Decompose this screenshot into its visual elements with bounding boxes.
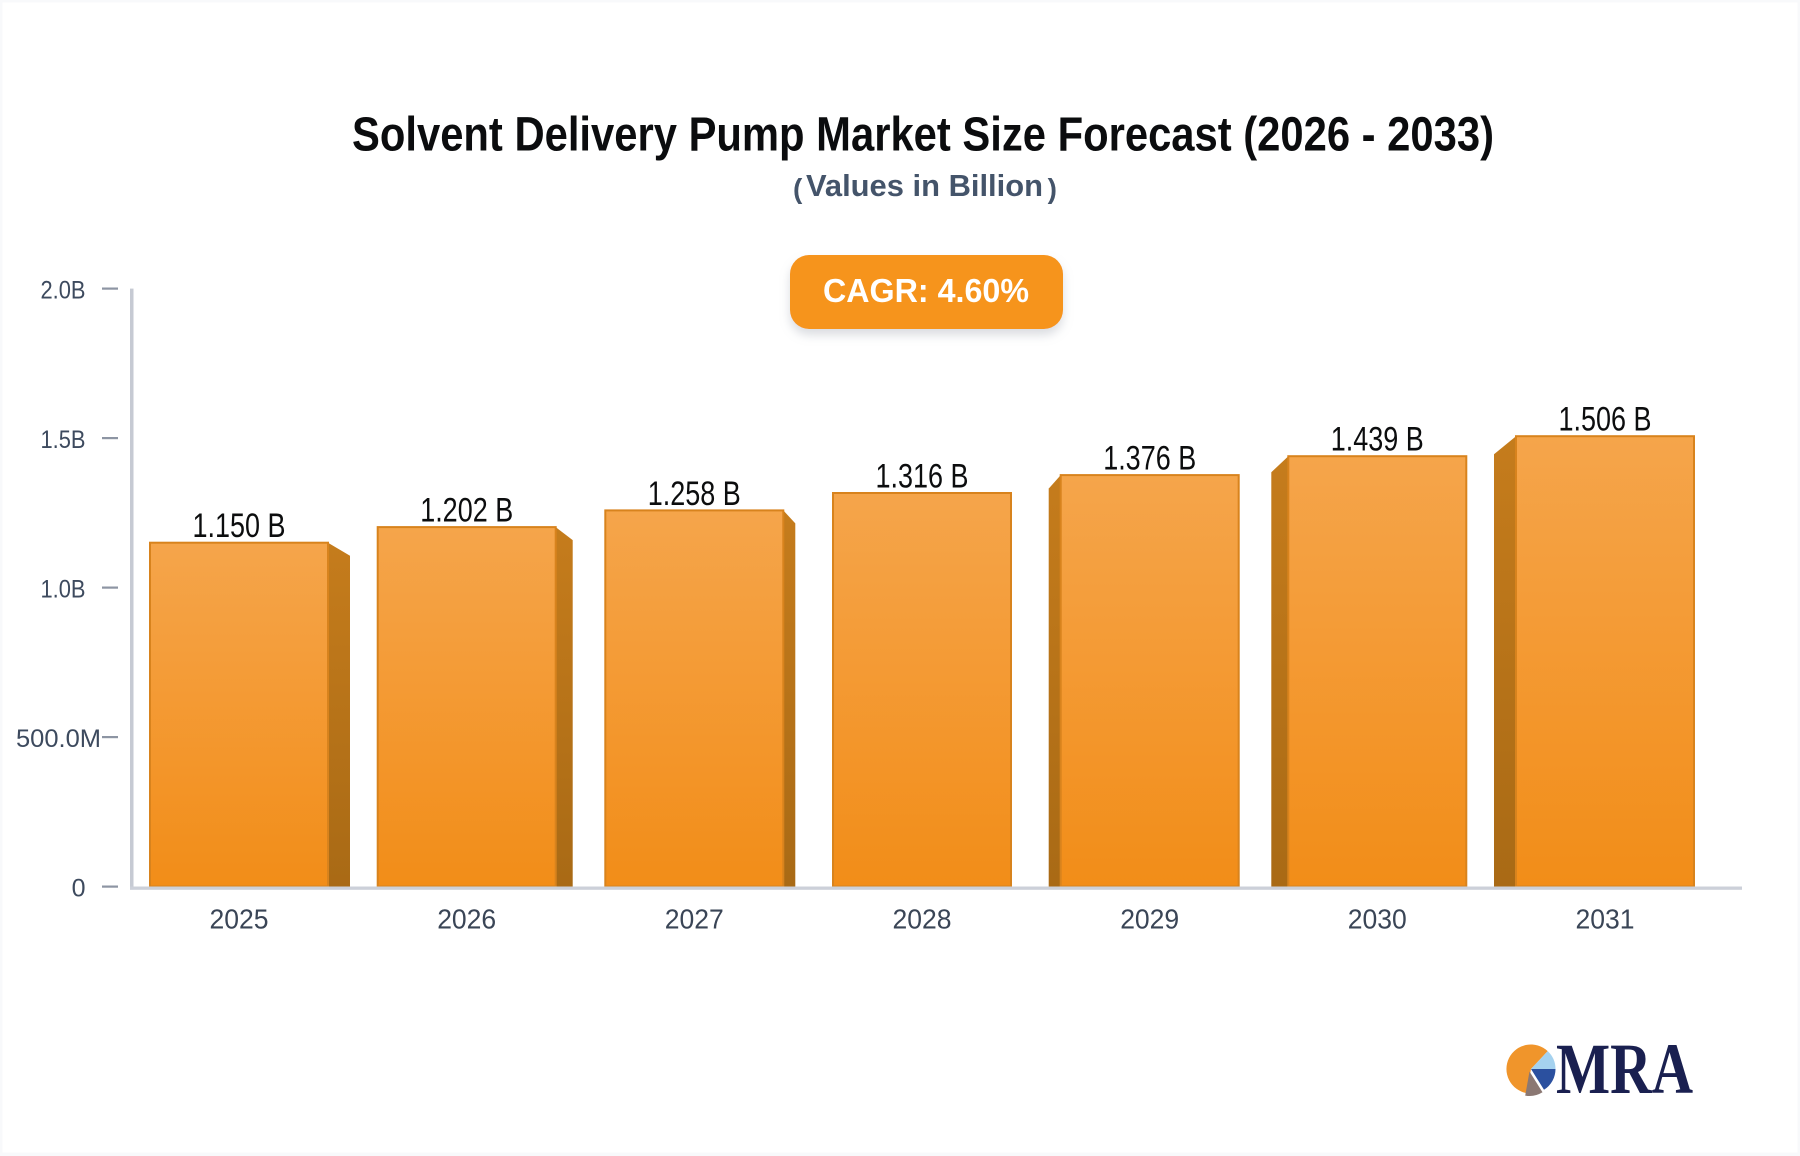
svg-text:1.5B: 1.5B	[41, 426, 86, 454]
svg-text:500.0M: 500.0M	[16, 725, 101, 753]
svg-text:Solvent Delivery Pump Market S: Solvent Delivery Pump Market Size Foreca…	[352, 109, 1494, 162]
svg-text:1.0B: 1.0B	[41, 576, 86, 604]
svg-text:1.376 B: 1.376 B	[1103, 440, 1196, 478]
svg-text:2028: 2028	[893, 903, 952, 934]
svg-text:0: 0	[72, 875, 86, 903]
svg-text:1.316 B: 1.316 B	[876, 458, 969, 496]
svg-text:2027: 2027	[665, 903, 724, 934]
svg-text:2.0B: 2.0B	[41, 277, 86, 305]
svg-text:2031: 2031	[1576, 903, 1635, 934]
svg-text:Values in Billion: Values in Billion	[806, 168, 1043, 203]
svg-text:1.258 B: 1.258 B	[648, 475, 741, 513]
svg-text:MRA: MRA	[1556, 1029, 1693, 1109]
svg-text:): )	[1048, 173, 1057, 204]
svg-text:(: (	[793, 173, 803, 204]
svg-text:1.150 B: 1.150 B	[193, 507, 286, 545]
svg-text:CAGR: 4.60%: CAGR: 4.60%	[823, 272, 1029, 309]
svg-text:1.439 B: 1.439 B	[1331, 421, 1424, 459]
svg-text:2030: 2030	[1348, 903, 1407, 934]
svg-text:2026: 2026	[437, 903, 496, 934]
svg-text:1.202 B: 1.202 B	[420, 492, 513, 530]
svg-text:1.506 B: 1.506 B	[1559, 401, 1652, 439]
svg-text:2029: 2029	[1120, 903, 1179, 934]
svg-text:2025: 2025	[210, 903, 269, 934]
